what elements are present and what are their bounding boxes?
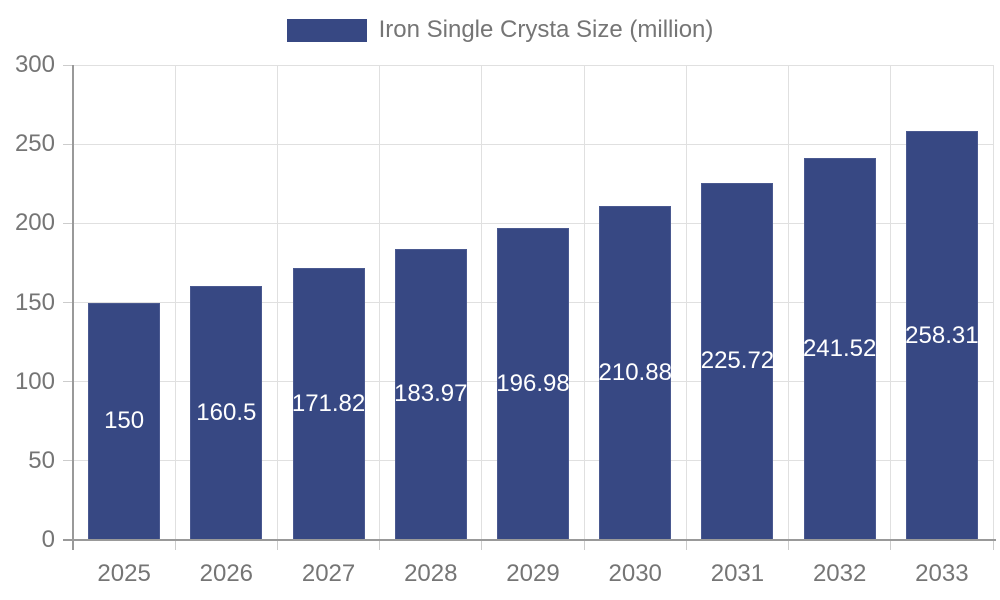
x-gridline xyxy=(685,65,687,540)
bar-value-label: 241.52 xyxy=(802,334,877,362)
x-gridline xyxy=(788,65,790,540)
bar-2030[interactable] xyxy=(599,206,672,540)
x-gridline xyxy=(481,65,483,540)
y-axis-label: 100 xyxy=(14,367,55,395)
x-axis-tick xyxy=(788,540,790,550)
legend-label: Iron Single Crysta Size (million) xyxy=(378,16,714,43)
legend-swatch-icon xyxy=(286,18,367,42)
x-axis-label: 2028 xyxy=(404,560,458,587)
x-gridline xyxy=(174,65,176,540)
x-axis-tick xyxy=(379,540,381,550)
y-axis-tick xyxy=(63,460,73,462)
bar-2031[interactable] xyxy=(701,182,774,540)
y-axis-tick xyxy=(63,143,73,145)
y-axis-tick xyxy=(63,64,73,66)
bar-value-label: 258.31 xyxy=(905,321,979,349)
y-gridline xyxy=(73,143,993,145)
x-axis-label: 2032 xyxy=(812,560,867,587)
y-axis-label: 250 xyxy=(14,130,55,158)
bar-value-label: 171.82 xyxy=(291,389,366,417)
bar-value-label: 210.88 xyxy=(598,359,672,387)
bar-2027[interactable] xyxy=(292,267,365,540)
x-axis-label: 2025 xyxy=(97,560,151,587)
x-axis-label: 2031 xyxy=(710,560,765,587)
x-axis-label: 2030 xyxy=(608,560,662,587)
y-axis-label: 150 xyxy=(14,288,55,316)
x-axis-tick xyxy=(992,540,994,550)
x-axis-label: 2033 xyxy=(915,560,969,587)
y-axis-line xyxy=(72,65,74,550)
bar-2026[interactable] xyxy=(190,285,263,540)
bar-2033[interactable] xyxy=(905,131,978,540)
legend[interactable]: Iron Single Crysta Size (million) xyxy=(0,16,1000,44)
x-gridline xyxy=(992,65,994,540)
x-gridline xyxy=(379,65,381,540)
x-gridline xyxy=(276,65,278,540)
bar-value-label: 225.72 xyxy=(700,347,775,375)
bar-2029[interactable] xyxy=(497,228,569,540)
x-gridline xyxy=(890,65,892,540)
x-axis-line xyxy=(63,539,996,541)
x-axis-label: 2027 xyxy=(301,560,356,587)
y-gridline xyxy=(73,64,993,66)
x-gridline xyxy=(583,65,585,540)
x-axis-tick xyxy=(685,540,687,550)
y-axis-label: 300 xyxy=(14,51,55,78)
y-axis-label: 200 xyxy=(14,209,55,237)
bar-value-label: 183.97 xyxy=(394,380,468,408)
x-axis-tick xyxy=(174,540,176,550)
x-axis-tick xyxy=(276,540,278,550)
y-gridline xyxy=(73,222,993,224)
y-axis-tick xyxy=(63,381,73,383)
bar-value-label: 160.5 xyxy=(196,398,257,426)
x-axis-label: 2029 xyxy=(506,560,560,587)
x-axis-tick xyxy=(481,540,483,550)
x-axis-tick xyxy=(890,540,892,550)
bar-2028[interactable] xyxy=(394,248,467,540)
bar-value-label: 150 xyxy=(104,407,145,435)
bar-2025[interactable] xyxy=(88,302,161,540)
y-axis-tick xyxy=(63,302,73,303)
bar-value-label: 196.98 xyxy=(496,370,570,398)
y-axis-label: 0 xyxy=(41,526,55,553)
y-axis-label: 50 xyxy=(28,446,55,474)
x-axis-label: 2026 xyxy=(199,560,254,587)
y-axis-tick xyxy=(63,222,73,224)
x-axis-tick xyxy=(583,540,585,550)
